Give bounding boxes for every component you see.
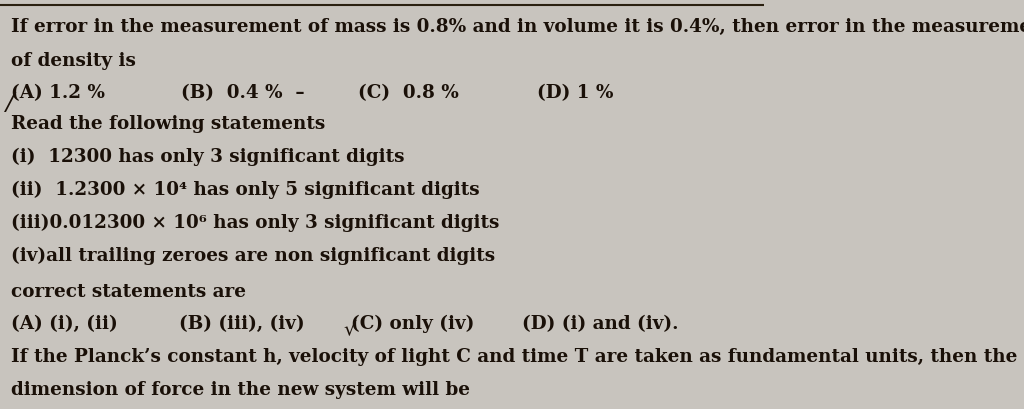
Text: (D) 1 %: (D) 1 % <box>538 84 613 102</box>
Text: /: / <box>6 92 14 115</box>
Text: (iv)all trailing zeroes are non significant digits: (iv)all trailing zeroes are non signific… <box>11 247 496 265</box>
Text: (B)  0.4 %  –: (B) 0.4 % – <box>180 84 304 102</box>
Text: (i)  12300 has only 3 significant digits: (i) 12300 has only 3 significant digits <box>11 148 404 166</box>
Text: √: √ <box>343 320 355 338</box>
Text: of density is: of density is <box>11 52 136 70</box>
Text: (A) 1.2 %: (A) 1.2 % <box>11 84 105 102</box>
Text: correct statements are: correct statements are <box>11 283 246 301</box>
Text: (A) (i), (ii): (A) (i), (ii) <box>11 315 118 333</box>
Text: Read the following statements: Read the following statements <box>11 115 326 133</box>
Text: (iii)0.012300 × 10⁶ has only 3 significant digits: (iii)0.012300 × 10⁶ has only 3 significa… <box>11 214 500 232</box>
Text: dimension of force in the new system will be: dimension of force in the new system wil… <box>11 381 470 399</box>
Text: (ii)  1.2300 × 10⁴ has only 5 significant digits: (ii) 1.2300 × 10⁴ has only 5 significant… <box>11 181 480 199</box>
Text: If error in the measurement of mass is 0.8% and in volume it is 0.4%, then error: If error in the measurement of mass is 0… <box>11 18 1024 36</box>
Text: (C)  0.8 %: (C) 0.8 % <box>358 84 459 102</box>
Text: (C) only (iv): (C) only (iv) <box>350 315 474 333</box>
Text: (D) (i) and (iv).: (D) (i) and (iv). <box>522 315 679 333</box>
Text: If the Planck’s constant h, velocity of light C and time T are taken as fundamen: If the Planck’s constant h, velocity of … <box>11 348 1018 366</box>
Text: (B) (iii), (iv): (B) (iii), (iv) <box>179 315 305 333</box>
